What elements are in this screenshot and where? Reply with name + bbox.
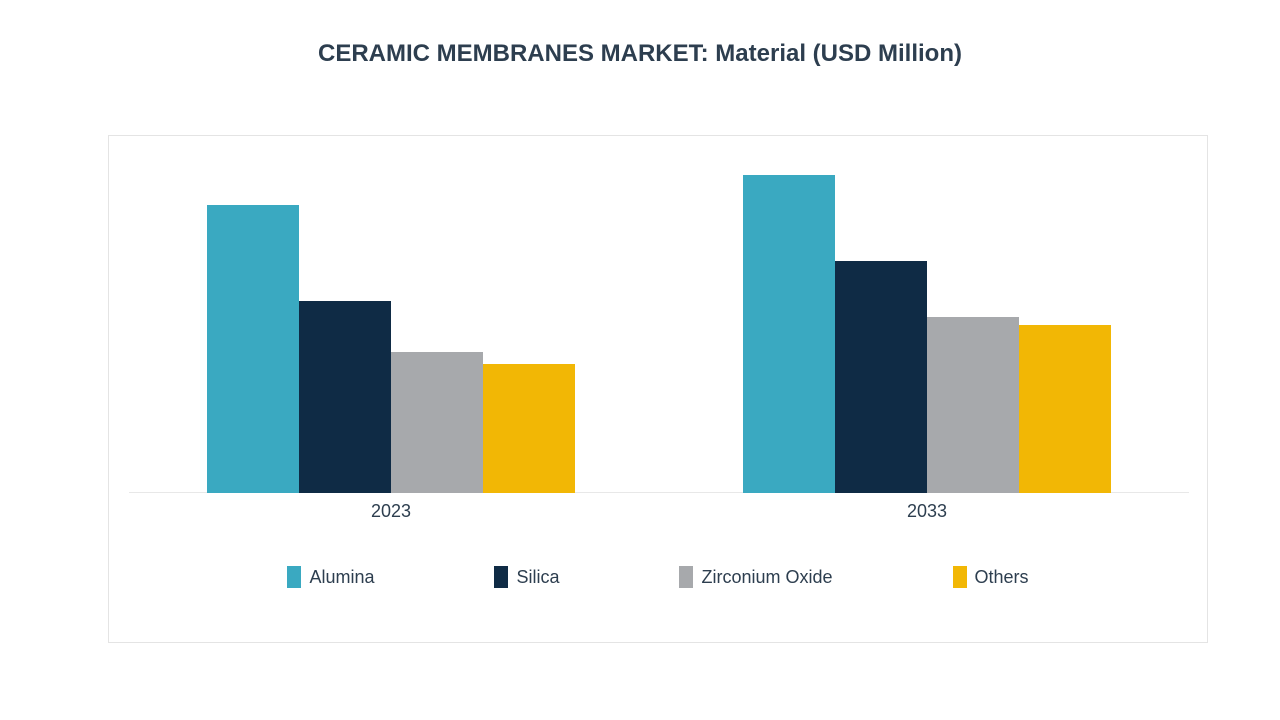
bar-silica-2023 [299,301,391,493]
chart-container: 2023 2033 Alumina Silica Zirconium Oxide… [108,135,1208,643]
bar-silica-2033 [835,261,927,493]
x-label-2033: 2033 [907,501,947,522]
legend-swatch-zirconium-oxide [679,566,693,588]
page: CERAMIC MEMBRANES MARKET: Material (USD … [0,0,1280,720]
x-label-2023: 2023 [371,501,411,522]
legend-swatch-others [953,566,967,588]
legend-label-others: Others [975,567,1029,588]
legend-swatch-alumina [287,566,301,588]
bar-others-2023 [483,364,575,493]
legend-item-silica: Silica [494,566,559,588]
legend-item-zirconium-oxide: Zirconium Oxide [679,566,832,588]
bar-alumina-2033 [743,175,835,493]
legend-swatch-silica [494,566,508,588]
legend-item-others: Others [953,566,1029,588]
bar-zirconium-oxide-2023 [391,352,483,493]
legend: Alumina Silica Zirconium Oxide Others [109,566,1207,588]
x-axis-labels: 2023 2033 [129,501,1189,531]
bar-zirconium-oxide-2033 [927,317,1019,493]
legend-label-zirconium-oxide: Zirconium Oxide [701,567,832,588]
bar-others-2033 [1019,325,1111,494]
bar-alumina-2023 [207,205,299,493]
chart-title: CERAMIC MEMBRANES MARKET: Material (USD … [0,0,1280,68]
legend-label-alumina: Alumina [309,567,374,588]
plot-area [129,156,1189,493]
legend-label-silica: Silica [516,567,559,588]
legend-item-alumina: Alumina [287,566,374,588]
